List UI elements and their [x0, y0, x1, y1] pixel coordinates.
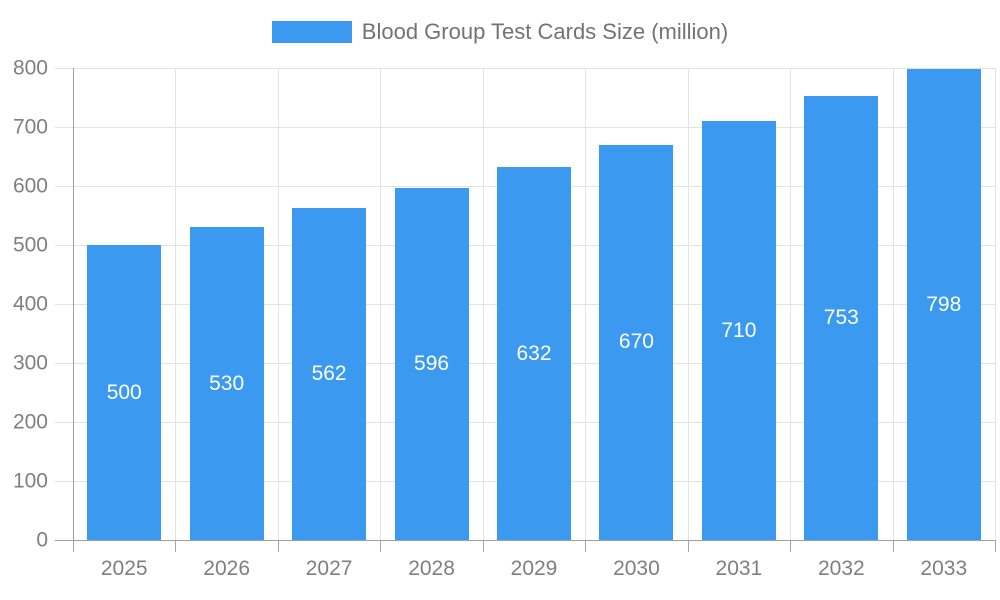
y-tick-label: 400 [12, 292, 48, 316]
gridline-horizontal [55, 68, 995, 69]
x-axis-tick-mark [175, 540, 177, 552]
y-tick-label: 600 [12, 174, 48, 198]
bar-value-label: 798 [926, 292, 962, 316]
x-tick-label: 2031 [715, 557, 763, 580]
bar-2030[interactable]: 670 [599, 144, 674, 540]
x-tick-label: 2033 [920, 557, 968, 580]
bar-2029[interactable]: 632 [497, 167, 571, 540]
legend-label: Blood Group Test Cards Size (million) [361, 19, 729, 44]
gridline-vertical [892, 68, 894, 540]
x-tick-label: 2028 [408, 557, 455, 580]
y-tick-label: 0 [36, 528, 48, 552]
x-tick-label: 2029 [510, 557, 558, 580]
bar-2027[interactable]: 562 [292, 208, 367, 540]
x-tick-label: 2026 [203, 557, 251, 580]
y-tick-label: 500 [12, 233, 48, 257]
bar-2028[interactable]: 596 [394, 188, 469, 540]
gridline-vertical [790, 68, 792, 540]
bar-2026[interactable]: 530 [189, 227, 264, 540]
bar-value-label: 530 [209, 371, 245, 395]
bar-value-label: 500 [106, 380, 142, 404]
x-axis-tick-mark [380, 540, 382, 552]
gridline-horizontal [55, 127, 995, 128]
y-tick-label: 800 [12, 56, 48, 80]
y-tick-label: 300 [12, 351, 48, 375]
bar-value-label: 670 [618, 330, 654, 354]
gridline-vertical [995, 68, 996, 540]
y-tick-label: 200 [12, 410, 48, 434]
x-tick-label: 2032 [817, 557, 865, 580]
x-axis-tick-mark [687, 540, 689, 552]
plot-area: 0 100 200 300 400 500 600 700 800 500 2025 530 2026 5… [13, 58, 996, 580]
x-axis-tick-mark [995, 540, 996, 552]
gridline-vertical [380, 68, 382, 540]
bar-value-label: 596 [414, 352, 450, 376]
y-tick-label: 100 [12, 469, 48, 493]
y-axis-line [73, 68, 74, 540]
x-axis-tick-mark [482, 540, 484, 552]
gridline-vertical [175, 68, 177, 540]
bar-value-label: 562 [311, 362, 347, 386]
gridline-vertical [687, 68, 689, 540]
gridline-vertical [277, 68, 279, 540]
x-axis-tick-mark [585, 540, 587, 552]
x-tick-label: 2025 [100, 557, 148, 580]
bar-value-label: 753 [823, 305, 859, 329]
gridline-vertical [585, 68, 587, 540]
bar-2031[interactable]: 710 [701, 121, 776, 540]
x-axis-line [55, 540, 995, 541]
bar-2032[interactable]: 753 [804, 95, 879, 540]
bar-value-label: 710 [721, 318, 757, 342]
bar-2025[interactable]: 500 [87, 245, 162, 540]
gridline-vertical [482, 68, 484, 540]
x-axis-tick-mark [790, 540, 792, 552]
bar-value-label: 632 [516, 341, 552, 365]
bar-2033[interactable]: 798 [906, 69, 981, 540]
legend-item[interactable]: Blood Group Test Cards Size (million) [0, 19, 1000, 45]
x-tick-label: 2030 [613, 557, 660, 580]
x-tick-label: 2027 [305, 557, 353, 580]
x-axis-tick-mark [277, 540, 279, 552]
legend-swatch [271, 21, 352, 43]
x-axis-tick-mark [73, 540, 74, 552]
x-axis-tick-mark [892, 540, 894, 552]
y-tick-label: 700 [12, 115, 48, 139]
